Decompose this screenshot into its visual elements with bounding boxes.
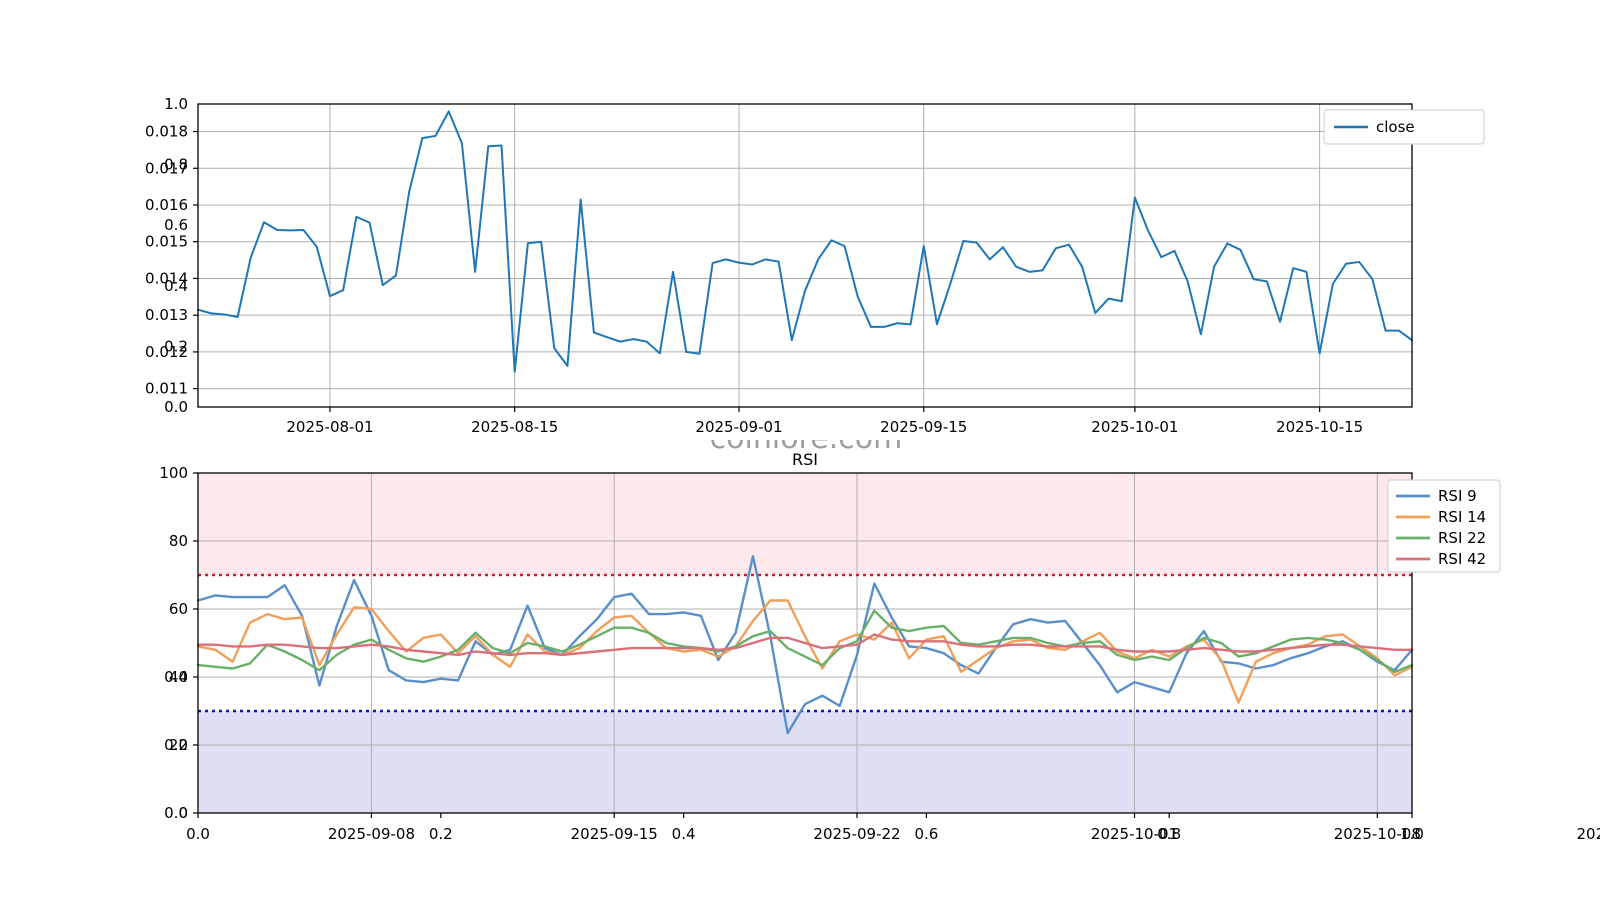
rsi-y-twin-tick-label: 0.2 <box>164 736 188 754</box>
rsi-band-oversold <box>198 711 1412 813</box>
rsi-y-tick-label: 20 <box>169 736 188 754</box>
rsi-legend[interactable]: RSI 9 RSI 14 RSI 22 RSI 42 <box>1387 479 1501 573</box>
watermark-coinlore: coinlore.com <box>710 440 903 456</box>
price-y-tick-label: 0.014 <box>145 269 188 287</box>
rsi-x-twin-tick-label: 0.0 <box>186 825 210 843</box>
rsi-legend-label: RSI 22 <box>1438 529 1486 547</box>
rsi-y-tick-label: 80 <box>169 532 188 550</box>
rsi-chart-panel: 0 20 40 60 80 100 0.0 0.2 0.4 2025-09-08 2025-09-1… <box>0 440 1600 900</box>
rsi-legend-label: RSI 42 <box>1438 550 1486 568</box>
price-y-tick-label: 0.012 <box>145 343 188 361</box>
price-y-twin-tick-label: 0.6 <box>164 216 188 234</box>
price-plot-background <box>198 104 1412 407</box>
price-y-twin-tick-label: 0.8 <box>164 156 188 174</box>
rsi-line-rsi-9 <box>196 555 1414 735</box>
rsi-legend-box <box>1387 479 1501 573</box>
rsi-x-twin-tick-label: 0.2 <box>429 825 453 843</box>
price-y-twin-tick-label: 0.4 <box>164 277 188 295</box>
price-legend-box <box>1323 109 1485 145</box>
price-y-twin-tick-label: 0.0 <box>164 398 188 416</box>
rsi-legend-label: RSI 14 <box>1438 508 1486 526</box>
price-legend-label: close <box>1376 118 1415 136</box>
price-line-close <box>197 110 1413 373</box>
rsi-y-tick-label: 40 <box>169 668 188 686</box>
price-x-tick-label: 2025-10-01 <box>1091 418 1178 436</box>
rsi-line-rsi-42 <box>196 633 1414 657</box>
rsi-axis-frame <box>197 472 1413 814</box>
rsi-y-tick-label: 60 <box>169 600 188 618</box>
rsi-x-tick-label: 2025-09-22 <box>813 825 900 843</box>
rsi-x-tick-label: 2025-09-08 <box>328 825 415 843</box>
price-y-tick-label: 0.013 <box>145 306 188 324</box>
rsi-x-tick-label: 2025-09-15 <box>571 825 658 843</box>
rsi-x-twin-tick-label: 0.4 <box>672 825 696 843</box>
price-x-tick-label: 2025-08-01 <box>286 418 373 436</box>
rsi-y-twin-tick-label: 0.0 <box>164 804 188 822</box>
price-x-tick-label: 2025-10-15 <box>1276 418 1363 436</box>
rsi-line-rsi-14 <box>196 599 1414 704</box>
rsi-chart-svg: 0 20 40 60 80 100 0.0 0.2 0.4 2025-09-08 2025-09-1… <box>159 440 1600 843</box>
price-y-tick-label: 0.018 <box>145 123 188 141</box>
rsi-y-tick-label: 100 <box>159 464 188 482</box>
price-x-tick-label: 2025-08-15 <box>471 418 558 436</box>
rsi-band-overbought <box>198 473 1412 575</box>
price-x-tick-label: 2025-09-01 <box>695 418 782 436</box>
rsi-line-rsi-22 <box>196 609 1414 674</box>
rsi-x-tick-label: 2025-10-08 <box>1334 825 1421 843</box>
rsi-x-tick-label: 2025-10-15 <box>1577 825 1600 843</box>
price-y-tick-label: 0.016 <box>145 196 188 214</box>
rsi-panel-title: RSI <box>792 450 818 469</box>
rsi-x-twin-tick-label: 0.6 <box>914 825 938 843</box>
rsi-y-tick-label: 0 <box>178 804 188 822</box>
rsi-x-twin-tick-label: 1.0 <box>1400 825 1424 843</box>
price-y-tick-label: 0.015 <box>145 233 188 251</box>
price-chart-svg: 0.011 0.012 0.013 0.014 0.015 0.016 0.017 0.018… <box>145 95 1485 436</box>
price-chart-panel: 0.011 0.012 0.013 0.014 0.015 0.016 0.017 0.018… <box>145 95 1485 436</box>
price-y-tick-label: 0.017 <box>145 159 188 177</box>
price-x-tick-label: 2025-09-15 <box>880 418 967 436</box>
rsi-y-twin-tick-label: 0.4 <box>164 668 188 686</box>
rsi-x-twin-tick-label: 0.8 <box>1157 825 1181 843</box>
price-y-tick-label: 0.011 <box>145 380 188 398</box>
rsi-x-tick-label: 2025-10-01 <box>1091 825 1178 843</box>
price-axis-frame <box>197 103 1413 408</box>
price-y-twin-tick-label: 0.2 <box>164 337 188 355</box>
price-y-twin-tick-label: 1.0 <box>164 95 188 113</box>
rsi-legend-label: RSI 9 <box>1438 487 1477 505</box>
price-legend[interactable]: close <box>1323 109 1485 145</box>
